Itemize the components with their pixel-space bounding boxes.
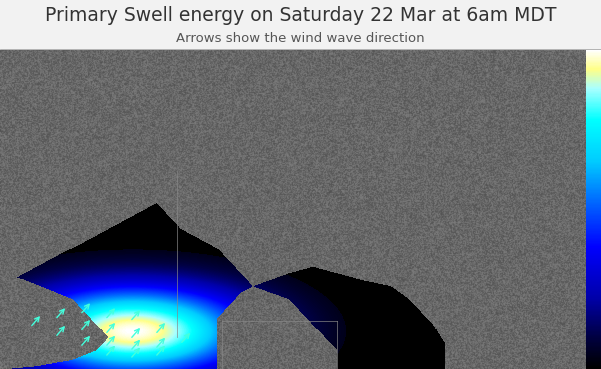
Text: Primary Swell energy on Saturday 22 Mar at 6am MDT: Primary Swell energy on Saturday 22 Mar … [44,6,557,25]
Text: Arrows show the wind wave direction: Arrows show the wind wave direction [176,32,425,45]
